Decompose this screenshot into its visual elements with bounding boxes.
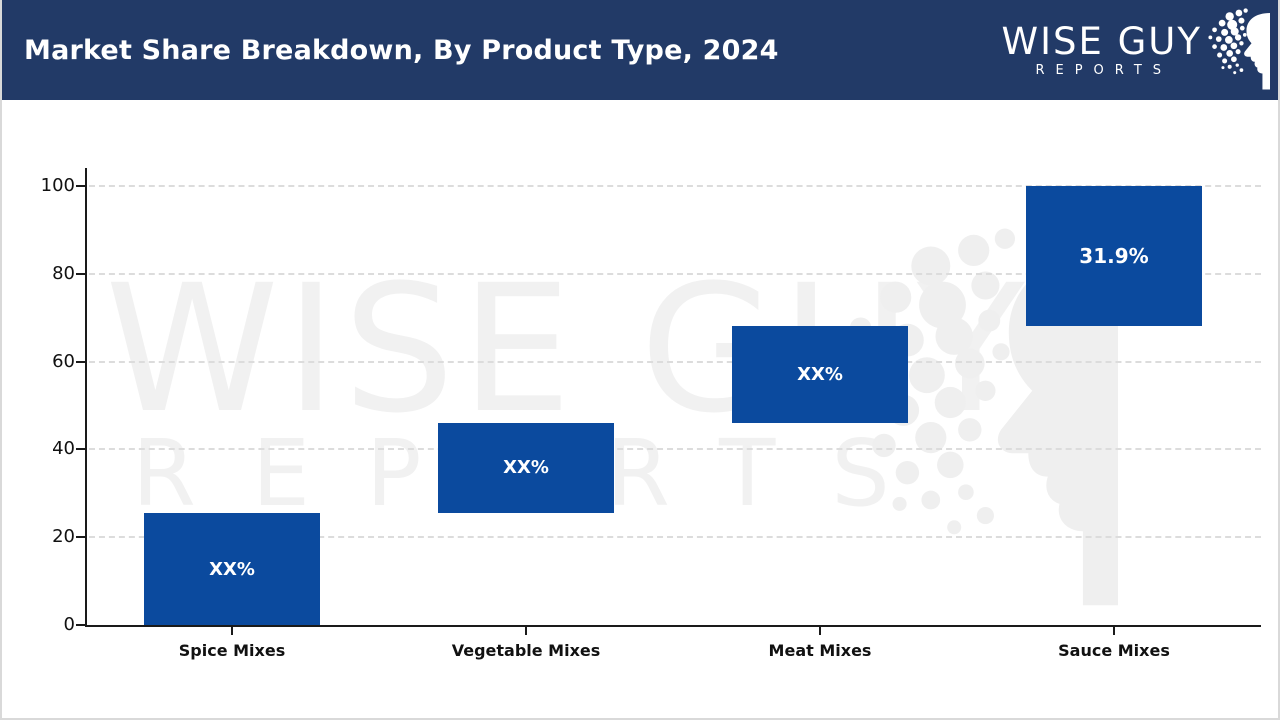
y-tick-mark-40 [76, 448, 85, 451]
bar-vegetable-mixes: XX% [438, 422, 614, 514]
brand-face-icon [1208, 8, 1270, 90]
bar-value-label-vegetable-mixes: XX% [503, 457, 549, 479]
y-tick-label-40: 40 [52, 438, 75, 460]
y-axis-line [85, 168, 87, 627]
y-tick-label-80: 80 [52, 262, 75, 284]
y-tick-mark-0 [76, 624, 85, 626]
page-title: Market Share Breakdown, By Product Type,… [24, 34, 779, 66]
brand-logo: WISE GUY REPORTS [1002, 8, 1278, 92]
y-tick-mark-80 [76, 272, 85, 275]
x-tick-mark-meat-mixes [819, 627, 821, 635]
bar-meat-mixes: XX% [732, 326, 908, 423]
y-tick-label-0: 0 [63, 614, 75, 635]
x-tick-mark-sauce-mixes [1113, 627, 1115, 635]
category-label-meat-mixes: Meat Mixes [768, 641, 872, 660]
plot-area: 0 20 40 60 80 100 XX% Spice Mixes XX% Vegetable M… [2, 100, 1278, 718]
header-bar: Market Share Breakdown, By Product Type,… [2, 0, 1278, 100]
bar-spice-mixes: XX% [144, 513, 320, 625]
x-tick-mark-spice-mixes [231, 627, 233, 635]
gridline-80 [89, 272, 1261, 275]
y-tick-mark-60 [76, 360, 85, 363]
bar-value-label-spice-mixes: XX% [209, 558, 255, 580]
category-label-vegetable-mixes: Vegetable Mixes [451, 641, 601, 660]
bar-value-label-meat-mixes: XX% [797, 363, 843, 385]
brand-name: WISE GUY [1001, 19, 1202, 63]
gridline-40 [89, 448, 1261, 451]
y-tick-label-100: 100 [40, 175, 75, 196]
category-label-spice-mixes: Spice Mixes [178, 641, 286, 660]
category-label-sauce-mixes: Sauce Mixes [1058, 641, 1170, 660]
y-tick-label-60: 60 [52, 350, 75, 372]
bar-sauce-mixes: 31.9% [1026, 186, 1202, 327]
y-tick-mark-20 [76, 536, 85, 539]
brand-sub: REPORTS [1035, 62, 1173, 78]
gridline-20 [89, 536, 1261, 539]
x-tick-mark-vegetable-mixes [525, 627, 527, 635]
bar-value-label-sauce-mixes: 31.9% [1079, 244, 1149, 269]
gridline-60 [89, 360, 1261, 363]
brand-text: WISE GUY REPORTS [1002, 23, 1202, 78]
y-tick-label-20: 20 [52, 526, 75, 548]
x-axis-line [85, 625, 1261, 627]
gridline-100 [89, 185, 1261, 187]
y-tick-mark-100 [76, 185, 85, 187]
